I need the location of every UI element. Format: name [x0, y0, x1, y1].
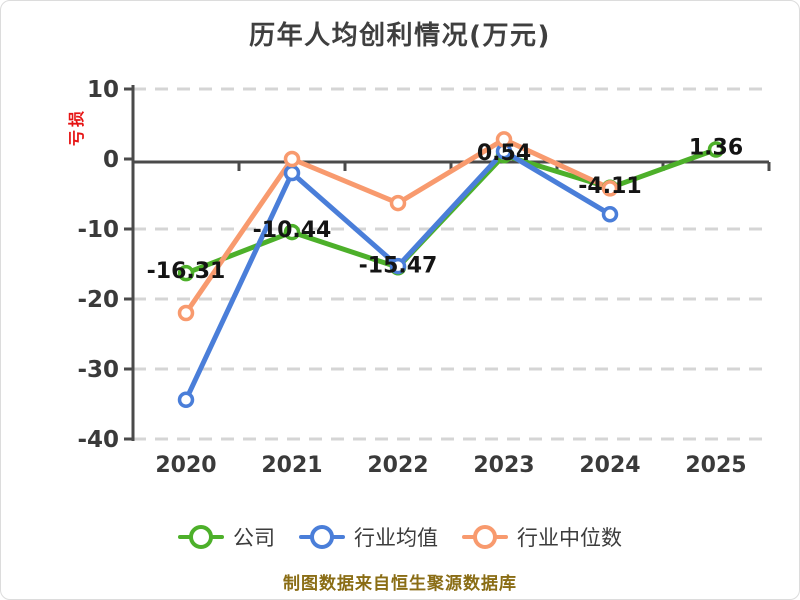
data-point-行业中位数[interactable]	[389, 194, 407, 212]
value-label: -10.44	[253, 218, 332, 243]
legend-item-industry-median[interactable]: 行业中位数	[462, 522, 622, 552]
value-label: -15.47	[359, 253, 438, 278]
y-tick-label: -30	[77, 357, 119, 383]
x-tick-label: 2023	[473, 453, 534, 478]
legend-label: 行业中位数	[517, 526, 622, 550]
legend-item-industry-mean[interactable]: 行业均值	[299, 522, 438, 552]
data-point-行业均值[interactable]	[283, 164, 301, 182]
series-line-行业中位数	[183, 136, 613, 316]
y-tick-label: 0	[103, 147, 119, 173]
line-dot-marker-icon	[299, 525, 345, 549]
data-point-行业中位数[interactable]	[495, 131, 513, 148]
data-point-行业中位数[interactable]	[601, 180, 619, 197]
x-tick-label: 2025	[685, 453, 746, 478]
chart-legend: 公司 行业均值 行业中位数	[1, 522, 799, 552]
legend-label: 行业均值	[354, 526, 438, 550]
value-label: 1.36	[689, 135, 743, 160]
x-tick-label: 2021	[261, 453, 322, 478]
x-tick-label: 2022	[367, 453, 428, 478]
line-dot-marker-icon	[178, 525, 224, 549]
y-tick-label: -20	[77, 287, 119, 313]
value-label: -16.31	[147, 259, 226, 284]
y-tick-label: 10	[87, 77, 119, 103]
data-point-行业中位数[interactable]	[283, 150, 301, 168]
x-tick-label: 2020	[155, 453, 216, 478]
data-point-公司[interactable]	[283, 223, 301, 241]
value-label: 0.54	[477, 141, 531, 166]
line-dot-marker-icon	[462, 525, 508, 549]
data-point-行业均值[interactable]	[177, 391, 195, 409]
y-tick-label: -10	[77, 217, 119, 243]
legend-label: 公司	[233, 526, 275, 550]
data-source-note: 制图数据来自恒生聚源数据库	[283, 574, 517, 594]
chart-title: 历年人均创利情况(万元)	[249, 21, 551, 51]
data-point-行业均值[interactable]	[601, 206, 619, 223]
data-point-公司[interactable]	[177, 264, 195, 282]
y-tick-label: -40	[77, 427, 119, 453]
data-point-行业均值[interactable]	[389, 257, 407, 275]
x-tick-label: 2024	[579, 453, 640, 478]
data-point-公司[interactable]	[707, 141, 725, 158]
legend-item-company[interactable]: 公司	[178, 522, 275, 552]
value-label: -4.11	[578, 174, 641, 199]
data-point-行业中位数[interactable]	[177, 304, 195, 322]
